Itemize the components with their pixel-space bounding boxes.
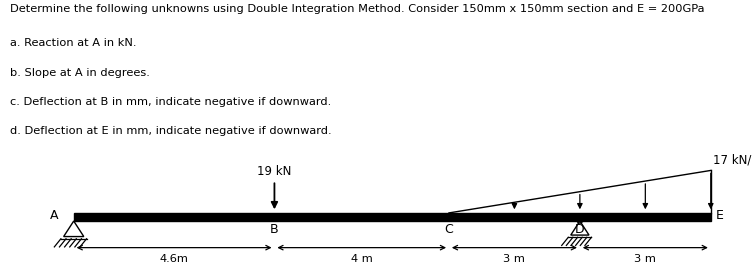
Text: b. Slope at A in degrees.: b. Slope at A in degrees. <box>10 68 150 78</box>
Text: a. Reaction at A in kN.: a. Reaction at A in kN. <box>10 38 136 48</box>
Text: A: A <box>50 209 59 222</box>
Text: Determine the following unknowns using Double Integration Method. Consider 150mm: Determine the following unknowns using D… <box>10 4 705 14</box>
Text: C: C <box>444 223 453 236</box>
Text: c. Deflection at B in mm, indicate negative if downward.: c. Deflection at B in mm, indicate negat… <box>10 97 331 107</box>
Text: 3 m: 3 m <box>504 254 526 264</box>
Text: d. Deflection at E in mm, indicate negative if downward.: d. Deflection at E in mm, indicate negat… <box>10 126 332 136</box>
Text: B: B <box>270 223 279 236</box>
Text: 3 m: 3 m <box>635 254 656 264</box>
Text: 4 m: 4 m <box>351 254 372 264</box>
Text: E: E <box>716 209 724 222</box>
Text: 17 kN/m: 17 kN/m <box>713 153 752 166</box>
Bar <box>74 213 711 221</box>
Text: D: D <box>575 223 585 236</box>
Text: 4.6m: 4.6m <box>159 254 189 264</box>
Text: 19 kN: 19 kN <box>257 165 292 178</box>
